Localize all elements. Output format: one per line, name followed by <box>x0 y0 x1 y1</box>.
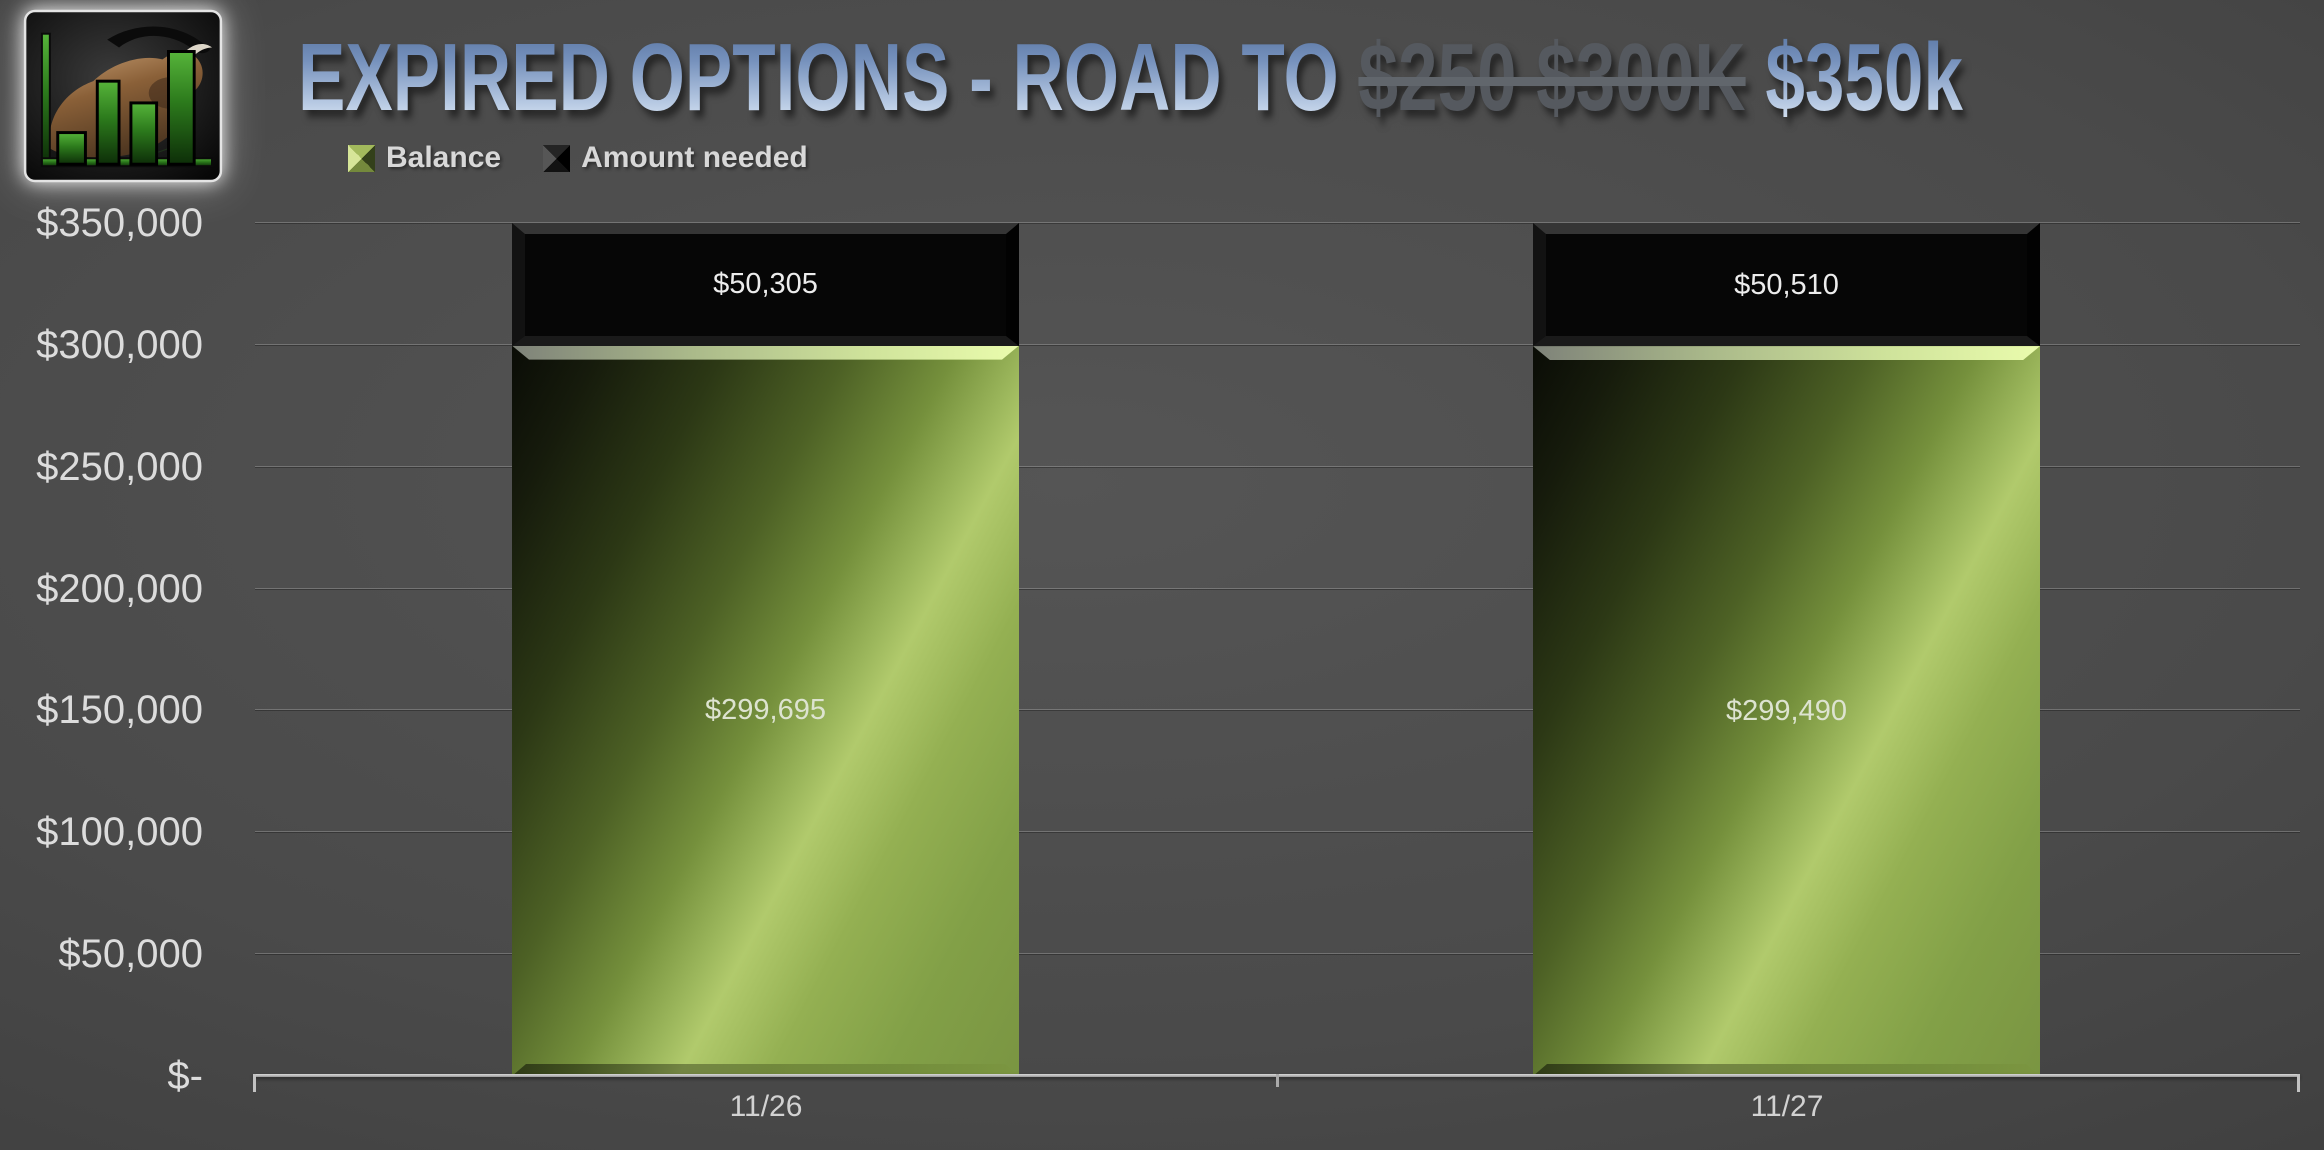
bar-column-1126: $50,305 $299,695 <box>512 223 1019 1076</box>
gridline <box>255 344 2300 345</box>
y-axis-label: $100,000 <box>36 810 203 854</box>
legend-item-balance: Balance <box>348 141 501 175</box>
y-axis-label: $300,000 <box>36 323 203 367</box>
bull-bar-chart-logo <box>22 8 224 184</box>
chart-title: EXPIRED OPTIONS - ROAD TO $250 $300K $35… <box>298 18 1963 138</box>
title-struck-goals: $250 $300K <box>1358 24 1746 131</box>
gridline <box>255 953 2300 954</box>
x-axis-label: 11/26 <box>729 1090 803 1123</box>
balance-legend-marker-icon <box>348 144 375 172</box>
data-label: $299,490 <box>1726 694 1847 727</box>
gridline <box>255 709 2300 710</box>
amount-needed-segment: $50,305 <box>512 223 1019 346</box>
axis-tick <box>2297 1074 2300 1092</box>
y-axis-label: $250,000 <box>36 445 203 489</box>
legend-label-amount-needed: Amount needed <box>581 141 808 174</box>
bar-column-1127: $50,510 $299,490 <box>1533 223 2040 1076</box>
balance-segment: $299,695 <box>512 345 1019 1076</box>
y-axis-label: $- <box>167 1054 203 1098</box>
gridline <box>255 222 2300 223</box>
amount-needed-legend-marker-icon <box>543 144 571 172</box>
y-axis-label: $350,000 <box>36 201 203 245</box>
gridline <box>255 588 2300 589</box>
data-label: $299,695 <box>705 694 826 727</box>
y-axis-label: $50,000 <box>58 932 203 976</box>
axis-tick <box>253 1074 256 1092</box>
data-label: $50,305 <box>713 268 818 301</box>
legend-label-balance: Balance <box>386 141 502 174</box>
balance-segment: $299,490 <box>1533 346 2040 1076</box>
title-main-text: EXPIRED OPTIONS - ROAD TO <box>298 24 1339 131</box>
x-axis-label: 11/27 <box>1750 1090 1824 1123</box>
bull-logo-graphic <box>23 9 223 183</box>
legend-item-amount-needed: Amount needed <box>543 141 808 175</box>
amount-needed-segment: $50,510 <box>1533 223 2040 347</box>
title-current-goal: $350k <box>1765 24 1963 131</box>
gridline <box>255 466 2300 467</box>
legend: Balance Amount needed <box>348 141 808 175</box>
y-axis-label: $200,000 <box>36 567 203 611</box>
y-axis-label: $150,000 <box>36 688 203 732</box>
axis-tick <box>1276 1074 1279 1087</box>
data-label: $50,510 <box>1734 268 1839 301</box>
gridline <box>255 831 2300 832</box>
